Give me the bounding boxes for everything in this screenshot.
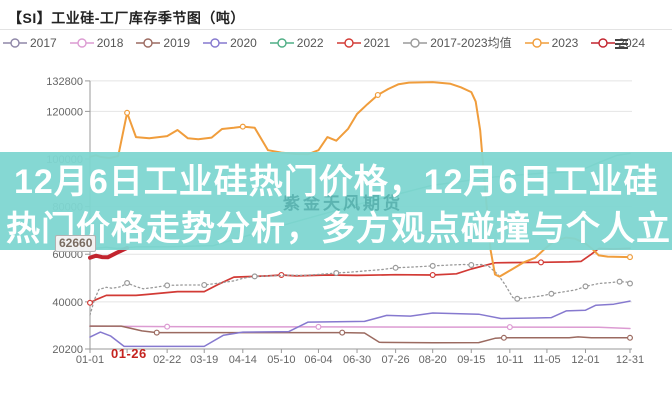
x-tick-label: 02-22 xyxy=(153,354,181,366)
y-tick-label: 60000 xyxy=(52,249,83,261)
series-line-2017-2023均值 xyxy=(89,263,631,316)
data-point-marker xyxy=(164,282,171,289)
data-point-marker xyxy=(548,290,555,297)
series-line-2021 xyxy=(89,247,631,304)
series-line-2024 xyxy=(88,245,130,260)
legend-label: 2020 xyxy=(230,35,257,50)
series-line-2023 xyxy=(89,81,631,278)
legend-label: 2021 xyxy=(363,35,391,50)
legend-line-marker-icon xyxy=(269,37,294,48)
data-point-marker xyxy=(239,123,246,130)
data-point-marker xyxy=(251,273,258,280)
x-tick-label: 03-19 xyxy=(190,354,218,366)
data-point-marker xyxy=(514,295,521,302)
data-point-marker xyxy=(86,299,93,306)
x-tick-label: 04-14 xyxy=(229,354,257,366)
data-point-marker xyxy=(124,109,131,116)
data-point-marker xyxy=(429,271,436,278)
legend-item-2019[interactable]: 2019 xyxy=(136,36,190,50)
data-point-marker xyxy=(374,91,381,98)
legend-line-marker-icon xyxy=(524,37,549,48)
data-point-marker xyxy=(468,261,475,268)
data-point-marker xyxy=(537,259,544,266)
x-tick-label: 08-20 xyxy=(419,354,447,366)
y-tick-label: 40000 xyxy=(52,297,83,309)
data-point-marker xyxy=(392,264,399,271)
y-tick-label: 132800 xyxy=(46,76,83,88)
data-point-marker xyxy=(616,278,623,285)
data-point-marker xyxy=(164,323,171,330)
y-value-badge: 62660 xyxy=(55,235,97,252)
legend-line-marker-icon xyxy=(203,37,228,48)
legend-line-marker-icon xyxy=(403,37,428,48)
data-point-marker xyxy=(626,334,633,341)
legend-item-2022[interactable]: 2022 xyxy=(269,35,324,50)
legend-item-2018[interactable]: 2018 xyxy=(69,35,124,50)
data-point-marker xyxy=(315,323,322,330)
x-tick-label: 06-04 xyxy=(304,354,332,366)
chart-menu-icon[interactable] xyxy=(615,39,628,51)
legend-label: 2022 xyxy=(296,35,324,50)
legend-line-marker-icon xyxy=(336,37,361,48)
data-point-marker xyxy=(582,283,589,290)
series-line-2019 xyxy=(89,325,631,344)
x-tick-label: 01-01 xyxy=(76,354,104,366)
legend-item-2017-2023均值[interactable]: 2017-2023均值 xyxy=(403,34,512,51)
legend-label: 2017-2023均值 xyxy=(430,36,512,50)
title-divider xyxy=(0,29,672,30)
legend: 2017 2018 2019 2020 2022 2021 2017-2023均值 2023 2… xyxy=(0,34,648,51)
x-tick-label: 06-30 xyxy=(343,354,371,366)
x-tick-label: 07-26 xyxy=(382,354,410,366)
legend-label: 2017 xyxy=(29,35,57,50)
legend-item-2017[interactable]: 2017 xyxy=(2,35,57,50)
series-line-2018 xyxy=(89,325,631,330)
data-point-marker xyxy=(153,329,160,336)
chart-title: 【SI】工业硅-工厂库存季节图（吨） xyxy=(8,10,245,26)
overlay-title-line2: 热门价格走势分析，多方观点碰撞与个人立 xyxy=(6,210,671,248)
x-tick-label: 12-01 xyxy=(571,354,599,366)
menu-bar xyxy=(615,39,628,41)
y-tick-label: 20200 xyxy=(52,344,83,356)
data-point-marker xyxy=(201,281,208,288)
y-tick-label: 120000 xyxy=(46,106,83,118)
data-point-marker xyxy=(429,262,436,269)
x-tick-label: 05-10 xyxy=(267,354,295,366)
x-tick-label: 10-11 xyxy=(496,354,523,366)
legend-line-marker-icon xyxy=(69,37,94,48)
menu-bar xyxy=(615,43,628,45)
legend-line-marker-icon xyxy=(591,37,616,48)
data-point-marker xyxy=(500,334,507,341)
legend-line-marker-icon xyxy=(2,37,27,48)
data-point-marker xyxy=(339,329,346,336)
data-point-marker xyxy=(124,280,131,287)
legend-line-marker-icon xyxy=(136,37,161,48)
legend-item-2021[interactable]: 2021 xyxy=(336,35,391,50)
legend-label: 2019 xyxy=(163,35,191,50)
legend-label: 2018 xyxy=(96,35,124,50)
x-tick-label: 11-05 xyxy=(533,354,560,366)
legend-item-2020[interactable]: 2020 xyxy=(203,36,257,50)
overlay-banner: 紫金天风期货 12月6日工业硅热门价格，12月6日工业硅 热门价格走势分析，多方… xyxy=(0,152,672,250)
data-point-marker xyxy=(333,270,340,277)
data-point-marker xyxy=(626,280,633,287)
legend-label: 2023 xyxy=(551,35,579,50)
legend-item-2023[interactable]: 2023 xyxy=(524,35,579,50)
x-tick-label: 12-31 xyxy=(616,354,644,366)
x-tick-label: 09-15 xyxy=(457,354,485,366)
x-highlight-label: 01-26 xyxy=(111,346,147,361)
menu-bar xyxy=(615,47,628,49)
data-point-marker xyxy=(626,254,633,261)
overlay-title-line1: 12月6日工业硅热门价格，12月6日工业硅 xyxy=(14,163,659,201)
watermark: 紫金天风期货 xyxy=(283,194,403,213)
series-line-2020 xyxy=(89,300,631,348)
data-point-marker xyxy=(506,324,513,331)
